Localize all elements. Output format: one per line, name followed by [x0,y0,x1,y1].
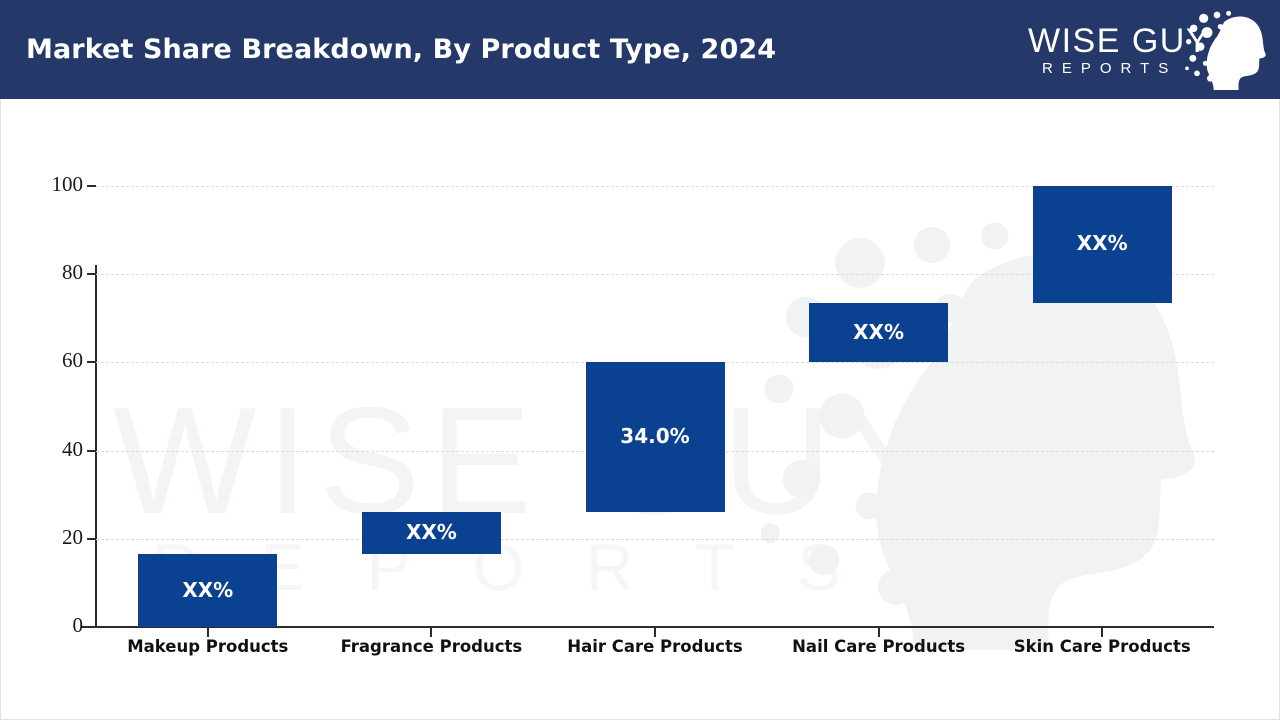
page-title: Market Share Breakdown, By Product Type,… [26,34,777,65]
header-bar: Market Share Breakdown, By Product Type,… [0,0,1280,99]
gridline-80 [96,274,1214,276]
x-tick-mark [654,628,656,637]
brand-logo: WISE GUY REPORTS [1020,8,1272,92]
x-tick-mark [877,628,880,637]
bar-value-label: XX% [853,319,905,344]
y-tick-mark [87,273,96,276]
bar-value-label: XX% [1076,231,1128,256]
bar-fragrance-products[interactable]: XX% [361,512,501,555]
y-axis-tick-label: 60 [62,348,83,373]
chart-container: WISE GUY REPORTS [0,99,1280,720]
x-axis-tick-label: Nail Care Products [792,637,966,656]
bar-value-label: XX% [405,520,457,545]
bar-makeup-products[interactable]: XX% [138,554,278,627]
x-axis-tick-label: Skin Care Products [1013,637,1191,656]
x-tick-mark [430,628,433,637]
logo-wordmark-secondary: REPORTS [1042,60,1178,77]
y-tick-mark [87,537,96,540]
y-axis-spine [95,265,98,628]
bar-value-label: 34.0% [620,424,690,449]
y-axis-tick-label: 100 [51,172,84,196]
y-axis-tick-label: 40 [62,436,83,461]
gridline-100 [96,186,1214,187]
plot-area: 0 20 40 60 80 100 XX% Makeup Products XX% Fragran… [1,99,1279,719]
x-tick-mark [1101,628,1104,637]
y-tick-mark [87,361,96,364]
y-tick-mark [87,449,96,452]
logo-wordmark-primary: WISE GUY [1028,22,1211,60]
y-tick-mark [87,185,96,187]
x-tick-mark [206,628,209,637]
x-axis-tick-label: Makeup Products [127,637,289,656]
bar-hair-care-products[interactable]: 34.0% [585,362,725,513]
x-axis-tick-label: Fragrance Products [340,637,523,656]
x-axis-spine [81,626,1214,629]
y-axis-tick-label: 80 [62,260,83,285]
bar-value-label: XX% [182,577,234,602]
head-profile-dots-icon [1185,10,1266,90]
bar-skin-care-products[interactable]: XX% [1032,186,1172,303]
y-axis-tick-label: 0 [72,613,84,637]
y-tick-mark [87,626,96,628]
x-axis-tick-label: Hair Care Products [567,637,743,656]
gridline-20 [96,538,1214,540]
bar-nail-care-products[interactable]: XX% [809,302,949,363]
y-axis-tick-label: 20 [62,524,83,549]
